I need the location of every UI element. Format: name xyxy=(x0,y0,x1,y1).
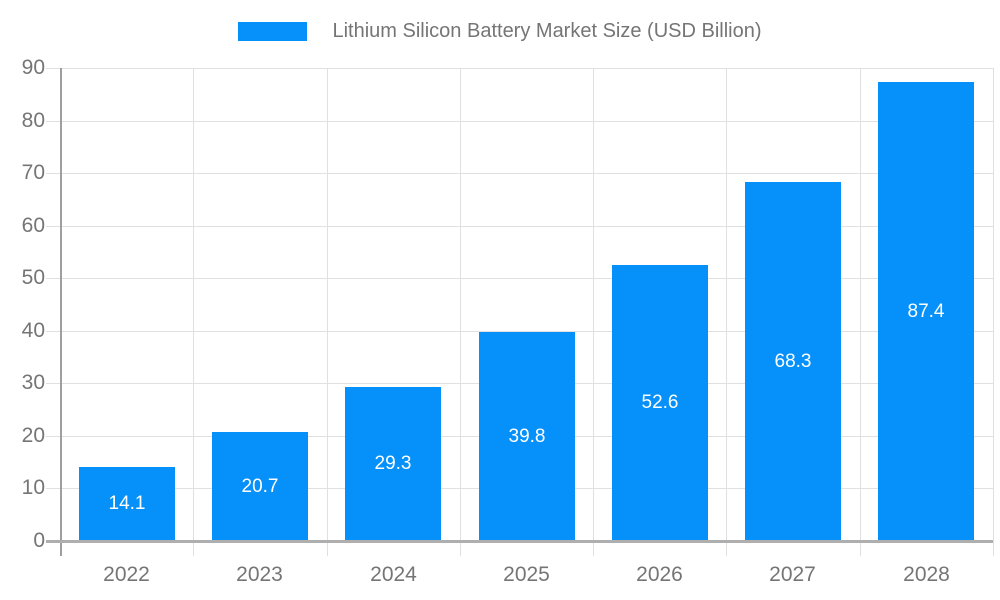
bar-2025[interactable] xyxy=(479,332,575,541)
bar-value-label: 20.7 xyxy=(241,475,279,497)
bar-value-label: 52.6 xyxy=(641,392,679,413)
y-tick-label: 20 xyxy=(21,424,45,447)
bar-value-label: 68.3 xyxy=(774,350,812,372)
category-gridline xyxy=(860,68,861,556)
y-tick-label: 80 xyxy=(21,109,45,132)
category-gridline xyxy=(593,68,594,556)
x-tick-label: 2023 xyxy=(236,563,283,586)
category-gridline xyxy=(327,68,328,556)
y-tick-label: 30 xyxy=(21,371,45,394)
category-gridline xyxy=(726,68,727,556)
bar-value-label: 14.1 xyxy=(108,493,146,514)
y-axis-line xyxy=(60,68,62,556)
legend-label: Lithium Silicon Battery Market Size (USD… xyxy=(332,20,762,42)
y-tick-label: 70 xyxy=(21,161,45,184)
y-gridline xyxy=(46,226,993,227)
y-gridline xyxy=(46,278,993,279)
bar-value-label: 29.3 xyxy=(374,453,412,474)
bar-2028[interactable] xyxy=(878,82,974,541)
y-gridline xyxy=(46,173,993,174)
y-tick-label: 10 xyxy=(21,476,45,499)
y-tick-label: 90 xyxy=(21,56,45,79)
x-tick-label: 2027 xyxy=(769,563,816,586)
y-tick-label: 0 xyxy=(33,529,45,552)
y-gridline xyxy=(46,68,993,69)
bar-value-label: 39.8 xyxy=(508,425,546,447)
x-tick-label: 2025 xyxy=(503,563,550,586)
category-gridline xyxy=(993,68,994,556)
bar-2027[interactable] xyxy=(745,182,841,541)
legend: Lithium Silicon Battery Market Size (USD… xyxy=(0,17,1000,45)
bar-2022[interactable] xyxy=(79,467,175,541)
bar-value-label: 87.4 xyxy=(907,300,945,322)
legend-swatch xyxy=(238,21,308,41)
x-tick-label: 2026 xyxy=(636,563,683,586)
bar-2023[interactable] xyxy=(212,432,308,541)
y-gridline xyxy=(46,331,993,332)
x-axis-baseline xyxy=(46,540,993,543)
bar-2024[interactable] xyxy=(345,387,441,541)
bar-2026[interactable] xyxy=(612,265,708,541)
x-tick-label: 2028 xyxy=(903,563,950,586)
x-tick-label: 2024 xyxy=(370,563,417,586)
y-tick-label: 60 xyxy=(21,214,45,237)
y-gridline xyxy=(46,121,993,122)
category-gridline xyxy=(193,68,194,556)
category-gridline xyxy=(460,68,461,556)
y-tick-label: 40 xyxy=(21,319,45,342)
x-tick-label: 2022 xyxy=(103,563,150,586)
y-tick-label: 50 xyxy=(21,266,45,289)
